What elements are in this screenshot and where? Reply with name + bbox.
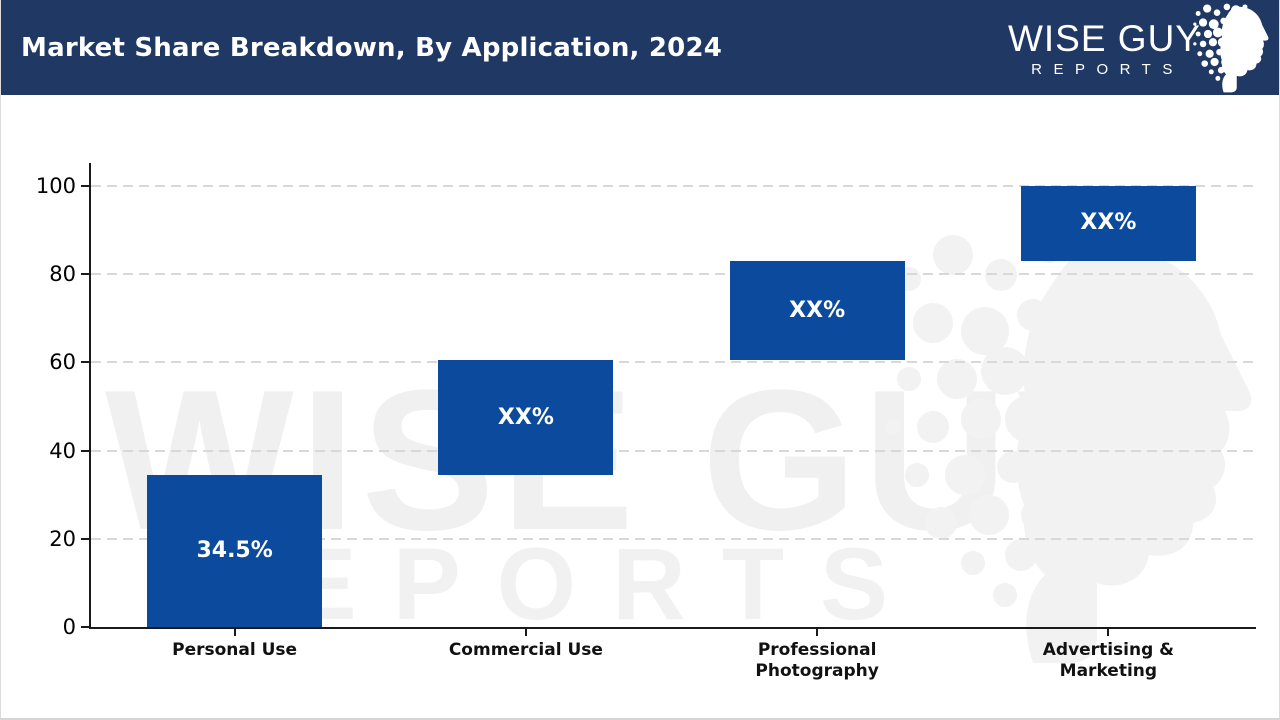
y-tick-60 — [81, 361, 89, 364]
y-tick-label-0: 0 — [62, 615, 76, 639]
x-tick-1 — [233, 629, 236, 636]
y-tick-20 — [81, 537, 89, 540]
x-tick-2 — [524, 629, 527, 636]
y-axis-line — [89, 163, 91, 629]
bar-1 — [147, 474, 323, 627]
x-tick-4 — [1107, 629, 1110, 636]
gridline-100 — [91, 185, 1254, 187]
bar-value-label-2: XX% — [497, 404, 554, 430]
x-axis-label-3: Professional Photography — [755, 640, 879, 681]
gridline-80 — [91, 273, 1254, 276]
bar-value-label-1: 34.5% — [196, 537, 273, 563]
bar-3 — [729, 260, 905, 361]
gridline-60 — [91, 361, 1254, 364]
y-tick-label-80: 80 — [49, 262, 76, 287]
y-tick-label-100: 100 — [35, 174, 76, 198]
bar-value-label-4: XX% — [1080, 210, 1137, 236]
x-axis-label-1: Personal Use — [172, 640, 298, 660]
y-tick-80 — [81, 273, 89, 276]
gridline-40 — [91, 449, 1254, 452]
x-axis-label-2: Commercial Use — [448, 640, 603, 660]
wise-guy-head-icon — [1193, 3, 1269, 92]
y-tick-label-40: 40 — [49, 438, 76, 463]
x-axis-line — [89, 627, 1256, 629]
logo-sub-reports: REPORTS — [1031, 60, 1184, 78]
page-title: Market Share Breakdown, By Application, … — [21, 32, 723, 63]
logo-brand: WISE GUY — [1007, 17, 1201, 59]
gridline-20 — [91, 537, 1254, 540]
chart-area: WISE GUY REPORTS 0 20 40 60 80 100 34.5% Person… — [1, 95, 1279, 718]
header: Market Share Breakdown, By Application, … — [1, 0, 1279, 95]
logo-text: WISE GUY REPORTS — [1008, 18, 1201, 78]
bar-2 — [438, 360, 614, 475]
y-tick-0 — [81, 626, 89, 628]
logo: WISE GUY REPORTS — [1008, 0, 1275, 95]
y-tick-label-60: 60 — [49, 350, 76, 375]
bar-value-label-3: XX% — [789, 297, 846, 323]
y-tick-40 — [81, 449, 89, 452]
x-axis-label-4: Advertising & Marketing — [1042, 640, 1174, 681]
y-tick-label-20: 20 — [49, 526, 76, 551]
y-tick-100 — [81, 185, 89, 187]
x-tick-3 — [816, 629, 819, 636]
bar-4 — [1020, 186, 1196, 261]
